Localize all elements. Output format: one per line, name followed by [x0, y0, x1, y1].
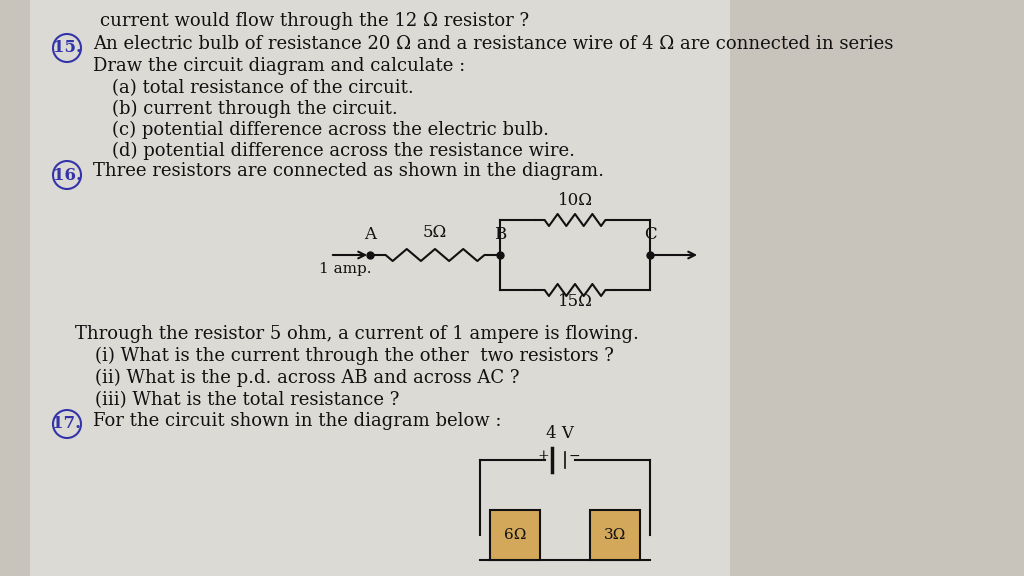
- Text: 1 amp.: 1 amp.: [318, 262, 372, 276]
- Text: (c) potential difference across the electric bulb.: (c) potential difference across the elec…: [112, 121, 549, 139]
- FancyBboxPatch shape: [490, 510, 540, 560]
- Text: 15Ω: 15Ω: [557, 293, 593, 310]
- Text: For the circuit shown in the diagram below :: For the circuit shown in the diagram bel…: [93, 412, 502, 430]
- Text: 17.: 17.: [52, 415, 82, 433]
- Text: +: +: [538, 449, 549, 463]
- Text: (a) total resistance of the circuit.: (a) total resistance of the circuit.: [112, 79, 414, 97]
- Text: (iii) What is the total resistance ?: (iii) What is the total resistance ?: [95, 391, 399, 409]
- Text: Three resistors are connected as shown in the diagram.: Three resistors are connected as shown i…: [93, 162, 604, 180]
- Text: 3Ω: 3Ω: [604, 528, 626, 542]
- Text: (d) potential difference across the resistance wire.: (d) potential difference across the resi…: [112, 142, 575, 160]
- Text: 10Ω: 10Ω: [557, 192, 593, 209]
- FancyBboxPatch shape: [590, 510, 640, 560]
- Text: 15.: 15.: [52, 40, 82, 56]
- FancyBboxPatch shape: [30, 0, 730, 576]
- Text: Through the resistor 5 ohm, a current of 1 ampere is flowing.: Through the resistor 5 ohm, a current of…: [75, 325, 639, 343]
- Text: Draw the circuit diagram and calculate :: Draw the circuit diagram and calculate :: [93, 57, 465, 75]
- Text: (ii) What is the p.d. across AB and across AC ?: (ii) What is the p.d. across AB and acro…: [95, 369, 519, 387]
- Text: (b) current through the circuit.: (b) current through the circuit.: [112, 100, 397, 118]
- Text: 5Ω: 5Ω: [423, 224, 447, 241]
- Text: current would flow through the 12 Ω resistor ?: current would flow through the 12 Ω resi…: [100, 12, 529, 30]
- Text: C: C: [644, 226, 656, 243]
- Text: 6Ω: 6Ω: [504, 528, 526, 542]
- Text: −: −: [568, 449, 580, 463]
- Text: 4 V: 4 V: [546, 425, 573, 442]
- Text: B: B: [494, 226, 506, 243]
- Text: (i) What is the current through the other  two resistors ?: (i) What is the current through the othe…: [95, 347, 613, 365]
- Text: A: A: [364, 226, 376, 243]
- Text: 16.: 16.: [52, 166, 82, 184]
- Text: An electric bulb of resistance 20 Ω and a resistance wire of 4 Ω are connected i: An electric bulb of resistance 20 Ω and …: [93, 35, 893, 53]
